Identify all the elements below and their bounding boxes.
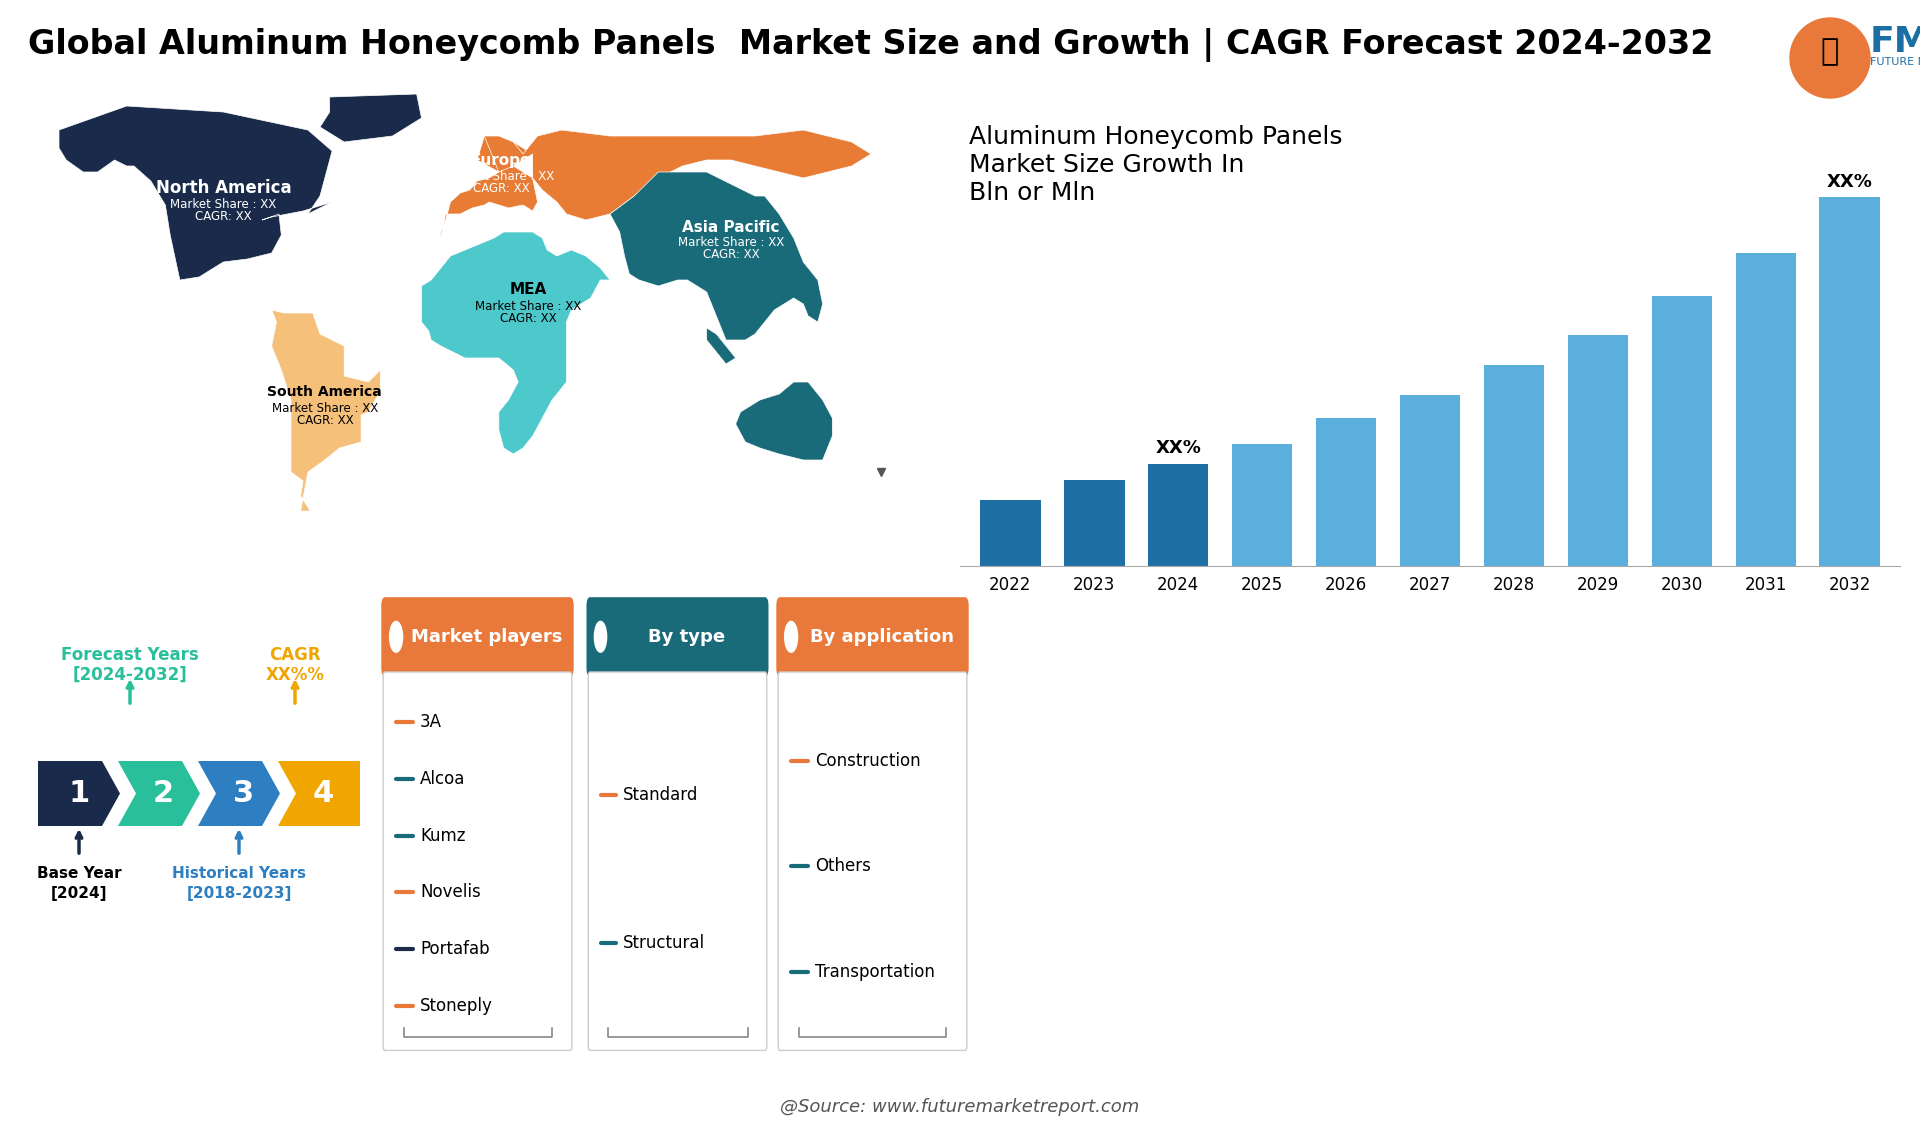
Bar — [1651, 296, 1713, 566]
Circle shape — [390, 621, 403, 652]
Text: Kumz: Kumz — [420, 826, 467, 845]
Polygon shape — [442, 136, 538, 238]
Bar — [979, 500, 1041, 566]
Polygon shape — [271, 311, 380, 511]
Text: Base Year: Base Year — [36, 866, 121, 881]
Bar — [1820, 197, 1880, 566]
Text: North America: North America — [156, 179, 292, 197]
Text: Historical Years: Historical Years — [173, 866, 305, 881]
Text: Transportation: Transportation — [816, 963, 935, 981]
Text: Market players: Market players — [411, 628, 563, 646]
Text: Market Share : XX: Market Share : XX — [171, 197, 276, 211]
Text: Construction: Construction — [816, 752, 922, 770]
Bar — [1233, 445, 1292, 566]
Text: Standard: Standard — [624, 786, 699, 803]
Text: Stoneply: Stoneply — [420, 997, 493, 1015]
Bar — [1484, 366, 1544, 566]
Bar — [1567, 336, 1628, 566]
Text: 🔥: 🔥 — [1820, 38, 1839, 66]
Text: Market Share : XX: Market Share : XX — [447, 171, 555, 183]
Text: MEA: MEA — [509, 283, 547, 298]
Text: @Source: www.futuremarketreport.com: @Source: www.futuremarketreport.com — [780, 1098, 1140, 1116]
Text: CAGR: XX: CAGR: XX — [472, 182, 530, 196]
Polygon shape — [38, 761, 119, 826]
Text: Structural: Structural — [624, 934, 705, 951]
Text: Europe: Europe — [470, 154, 532, 168]
FancyBboxPatch shape — [776, 597, 970, 676]
Text: By application: By application — [810, 628, 954, 646]
Text: CAGR: XX: CAGR: XX — [499, 312, 557, 324]
Text: CAGR: CAGR — [269, 646, 321, 664]
Text: [2024-2032]: [2024-2032] — [73, 666, 188, 684]
Text: Market Share : XX: Market Share : XX — [273, 401, 378, 415]
Polygon shape — [484, 129, 872, 220]
Polygon shape — [198, 761, 280, 826]
Text: Asia Pacific: Asia Pacific — [682, 220, 780, 235]
Text: Market Share : XX: Market Share : XX — [678, 236, 783, 250]
Polygon shape — [278, 761, 361, 826]
Text: Market Share : XX: Market Share : XX — [474, 299, 582, 313]
Text: Forecast Years: Forecast Years — [61, 646, 200, 664]
Polygon shape — [422, 231, 611, 454]
Text: FUTURE MARKET REPORT: FUTURE MARKET REPORT — [1870, 57, 1920, 66]
Text: CAGR: XX: CAGR: XX — [296, 414, 353, 426]
Text: XX%%: XX%% — [265, 666, 324, 684]
Text: Portafab: Portafab — [420, 941, 490, 958]
FancyBboxPatch shape — [586, 597, 768, 676]
Text: Global Aluminum Honeycomb Panels  Market Size and Growth | CAGR Forecast 2024-20: Global Aluminum Honeycomb Panels Market … — [29, 28, 1713, 62]
Text: CAGR: XX: CAGR: XX — [196, 210, 252, 222]
Text: South America: South America — [267, 385, 382, 399]
Text: 2: 2 — [154, 779, 175, 808]
FancyBboxPatch shape — [778, 672, 968, 1051]
Text: XX%: XX% — [1156, 439, 1202, 457]
Bar — [1064, 480, 1125, 566]
Text: By type: By type — [647, 628, 726, 646]
Polygon shape — [321, 94, 422, 142]
Polygon shape — [117, 761, 200, 826]
Polygon shape — [735, 382, 833, 460]
Text: [2024]: [2024] — [50, 886, 108, 901]
Bar — [1148, 464, 1208, 566]
Text: Aluminum Honeycomb Panels
Market Size Growth In
Bln or Mln: Aluminum Honeycomb Panels Market Size Gr… — [970, 125, 1342, 205]
Bar — [1315, 418, 1377, 566]
Text: 1: 1 — [69, 779, 90, 808]
FancyBboxPatch shape — [588, 672, 766, 1051]
Text: 3A: 3A — [420, 713, 442, 731]
Text: XX%: XX% — [1826, 173, 1872, 190]
Polygon shape — [60, 105, 332, 280]
Text: CAGR: XX: CAGR: XX — [703, 249, 758, 261]
FancyBboxPatch shape — [382, 597, 574, 676]
Polygon shape — [707, 328, 735, 364]
Text: 4: 4 — [313, 779, 334, 808]
Text: Novelis: Novelis — [420, 884, 480, 902]
Polygon shape — [611, 172, 822, 340]
Circle shape — [785, 621, 797, 652]
Text: [2018-2023]: [2018-2023] — [186, 886, 292, 901]
Bar — [1400, 394, 1461, 566]
Text: Others: Others — [816, 857, 872, 876]
Circle shape — [1789, 18, 1870, 99]
Circle shape — [595, 621, 607, 652]
FancyBboxPatch shape — [384, 672, 572, 1051]
Text: Alcoa: Alcoa — [420, 770, 465, 787]
Bar — [1736, 253, 1795, 566]
Text: FMR: FMR — [1870, 25, 1920, 58]
Text: 3: 3 — [232, 779, 253, 808]
